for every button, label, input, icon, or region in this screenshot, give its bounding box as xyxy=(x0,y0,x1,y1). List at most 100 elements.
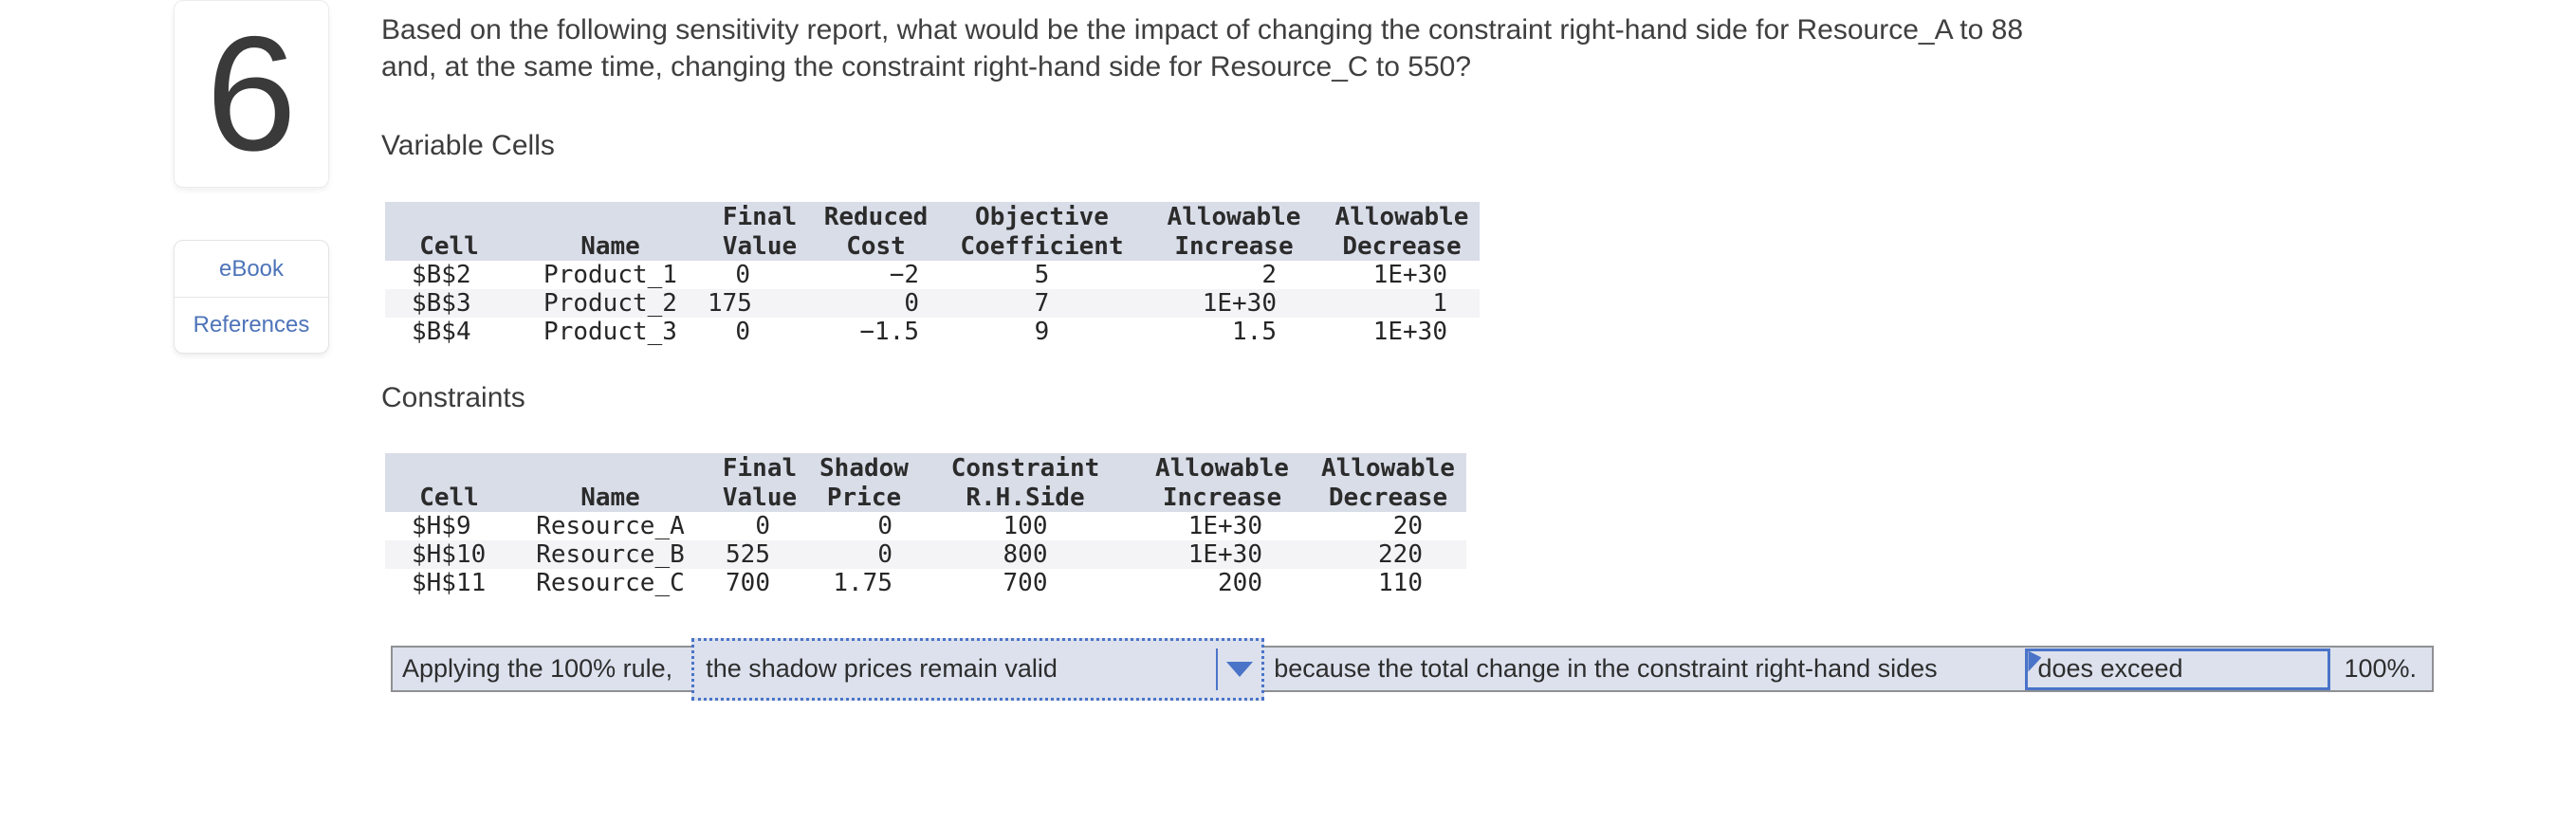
table-cell: 175 xyxy=(708,289,752,318)
ebook-link[interactable]: eBook xyxy=(218,255,285,282)
constraints-table: Final Shadow Constraint Allowable Allowa… xyxy=(385,453,1466,597)
table-cell: 1E+30 xyxy=(1202,289,1277,318)
question-number-box: 6 xyxy=(174,0,329,188)
table-cell: 1.5 xyxy=(1232,318,1277,346)
table-cell: 1 xyxy=(1432,289,1447,318)
table-cell: 110 xyxy=(1378,569,1423,597)
references-link[interactable]: References xyxy=(175,297,328,353)
answer-middle-text: because the total change in the constrai… xyxy=(1274,654,1938,683)
table-cell: $B$2 xyxy=(412,261,471,289)
table-cell: $B$3 xyxy=(412,289,471,318)
column-header: Shadow xyxy=(819,453,909,483)
table-cell: 1E+30 xyxy=(1187,512,1262,540)
table-cell: Product_3 xyxy=(543,318,677,346)
column-header: Allowable xyxy=(1155,453,1289,483)
table-cell: 700 xyxy=(1003,569,1048,597)
dropdown-separator xyxy=(1216,648,1219,690)
table-cell: 0 xyxy=(877,540,892,569)
table-header-row: Final Reduced Objective Allowable Allowa… xyxy=(385,202,1480,231)
column-header: Final xyxy=(722,453,798,483)
table-cell: $H$10 xyxy=(412,540,487,569)
column-header: Allowable xyxy=(1334,202,1469,231)
dropdown-arrow-button[interactable] xyxy=(1218,661,1261,677)
column-header xyxy=(513,453,708,483)
table-cell: 9 xyxy=(1034,318,1050,346)
table-cell: 220 xyxy=(1378,540,1423,569)
table-cell: 100 xyxy=(1003,512,1048,540)
question-text-line2: and, at the same time, changing the cons… xyxy=(381,51,1472,82)
table-cell: Resource_A xyxy=(536,512,685,540)
selected-answer-box[interactable]: does exceed xyxy=(2025,648,2331,690)
table-cell: 200 xyxy=(1218,569,1262,597)
answer-suffix: 100%. xyxy=(2344,654,2417,683)
table-cell: 7 xyxy=(1034,289,1050,318)
column-header: Price xyxy=(826,483,902,512)
table-cell: 700 xyxy=(726,569,770,597)
table-row: $H$10 Resource_B 525 0 800 1E+30 220 xyxy=(385,540,1466,569)
question-text: Based on the following sensitivity repor… xyxy=(381,11,2240,85)
column-header: Objective xyxy=(975,202,1109,231)
column-header: Name xyxy=(580,231,640,261)
chevron-down-icon xyxy=(1226,661,1254,677)
column-header: Increase xyxy=(1162,483,1282,512)
table-cell: Product_1 xyxy=(543,261,677,289)
table-header-row: Final Shadow Constraint Allowable Allowa… xyxy=(385,453,1466,483)
table-cell: 1E+30 xyxy=(1187,540,1262,569)
table-cell: Product_2 xyxy=(543,289,677,318)
variable-cells-table: Final Reduced Objective Allowable Allowa… xyxy=(385,202,1480,346)
table-row: $H$11 Resource_C 700 1.75 700 200 110 xyxy=(385,569,1466,597)
column-header: Allowable xyxy=(1321,453,1455,483)
column-header: Cell xyxy=(419,483,479,512)
column-header: Decrease xyxy=(1328,483,1448,512)
table-cell: 1E+30 xyxy=(1372,318,1447,346)
table-cell: Resource_C xyxy=(536,569,685,597)
table-cell: 800 xyxy=(1003,540,1048,569)
table-cell: $H$9 xyxy=(412,512,471,540)
table-row: $B$2 Product_1 0 −2 5 2 1E+30 xyxy=(385,261,1480,289)
table-cell: −2 xyxy=(889,261,919,289)
table-cell: Resource_B xyxy=(536,540,685,569)
variable-cells-title: Variable Cells xyxy=(381,130,555,161)
column-header: Allowable xyxy=(1167,202,1301,231)
column-header: Final xyxy=(722,202,798,231)
dropdown-selected-value: the shadow prices remain valid xyxy=(706,654,1058,683)
table-cell: $H$11 xyxy=(412,569,487,597)
selected-answer-value: does exceed xyxy=(2037,654,2183,683)
table-cell: 525 xyxy=(726,540,770,569)
table-cell: 0 xyxy=(755,512,770,540)
column-header: R.H.Side xyxy=(966,483,1085,512)
question-number: 6 xyxy=(206,3,297,185)
table-cell: 0 xyxy=(735,318,750,346)
column-header xyxy=(385,453,513,483)
column-header: Cell xyxy=(419,231,479,261)
column-header xyxy=(513,202,708,231)
column-header: Value xyxy=(722,483,798,512)
question-text-line1: Based on the following sensitivity repor… xyxy=(381,14,2024,46)
table-cell: 2 xyxy=(1261,261,1277,289)
table-row: $H$9 Resource_A 0 0 100 1E+30 20 xyxy=(385,512,1466,540)
column-header: Cost xyxy=(846,231,906,261)
answer-bar: Applying the 100% rule, the shadow price… xyxy=(391,637,2434,701)
table-cell: 1E+30 xyxy=(1372,261,1447,289)
column-header: Reduced xyxy=(823,202,929,231)
column-header: Increase xyxy=(1174,231,1294,261)
table-cell: 1.75 xyxy=(833,569,892,597)
table-header-row: Cell Name Value Cost Coefficient Increas… xyxy=(385,231,1480,261)
column-header: Name xyxy=(580,483,640,512)
table-header-row: Cell Name Value Price R.H.Side Increase … xyxy=(385,483,1466,512)
table-cell: 0 xyxy=(877,512,892,540)
table-cell: 0 xyxy=(735,261,750,289)
constraints-title: Constraints xyxy=(381,382,525,413)
column-header: Constraint xyxy=(950,453,1100,483)
table-cell: 0 xyxy=(904,289,919,318)
column-header: Value xyxy=(722,231,798,261)
table-cell: $B$4 xyxy=(412,318,471,346)
table-cell: −1.5 xyxy=(859,318,919,346)
resources-panel: eBook References xyxy=(174,240,329,354)
table-cell: 5 xyxy=(1034,261,1050,289)
column-header: Decrease xyxy=(1342,231,1462,261)
table-row: $B$4 Product_3 0 −1.5 9 1.5 1E+30 xyxy=(385,318,1480,346)
answer-dropdown[interactable]: the shadow prices remain valid xyxy=(691,637,1265,701)
answer-prefix: Applying the 100% rule, xyxy=(402,654,673,683)
table-row: $B$3 Product_2 175 0 7 1E+30 1 xyxy=(385,289,1480,318)
